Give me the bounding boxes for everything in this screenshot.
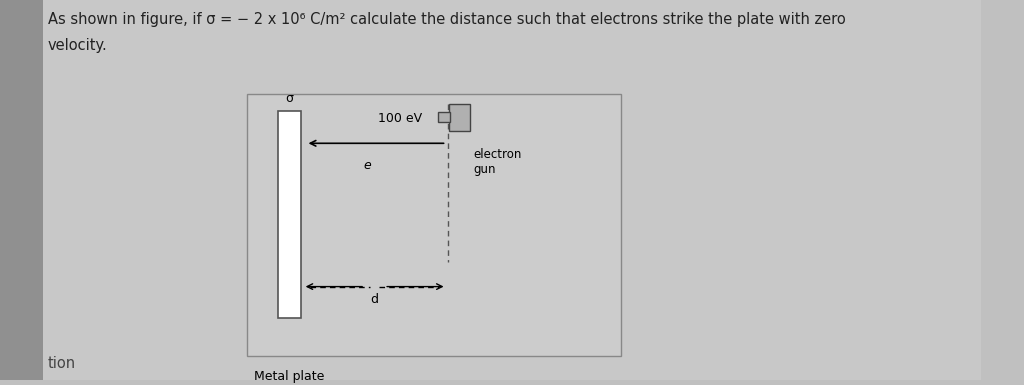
Text: electron
gun: electron gun bbox=[473, 148, 521, 176]
Bar bbox=[247, 94, 621, 356]
Text: σ: σ bbox=[286, 92, 293, 105]
Text: Metal plate: Metal plate bbox=[254, 370, 325, 383]
Bar bbox=[0, 0, 43, 380]
Text: 100 eV: 100 eV bbox=[379, 112, 423, 125]
Text: As shown in figure, if σ = − 2 x 10⁶ C/m² calculate the distance such that elect: As shown in figure, if σ = − 2 x 10⁶ C/m… bbox=[48, 12, 846, 27]
Bar bbox=[438, 112, 451, 122]
Text: d: d bbox=[371, 293, 379, 306]
Bar bbox=[278, 110, 301, 318]
Text: tion: tion bbox=[48, 356, 76, 371]
Text: velocity.: velocity. bbox=[48, 38, 108, 53]
Text: e: e bbox=[364, 159, 371, 172]
Bar bbox=[450, 104, 470, 131]
